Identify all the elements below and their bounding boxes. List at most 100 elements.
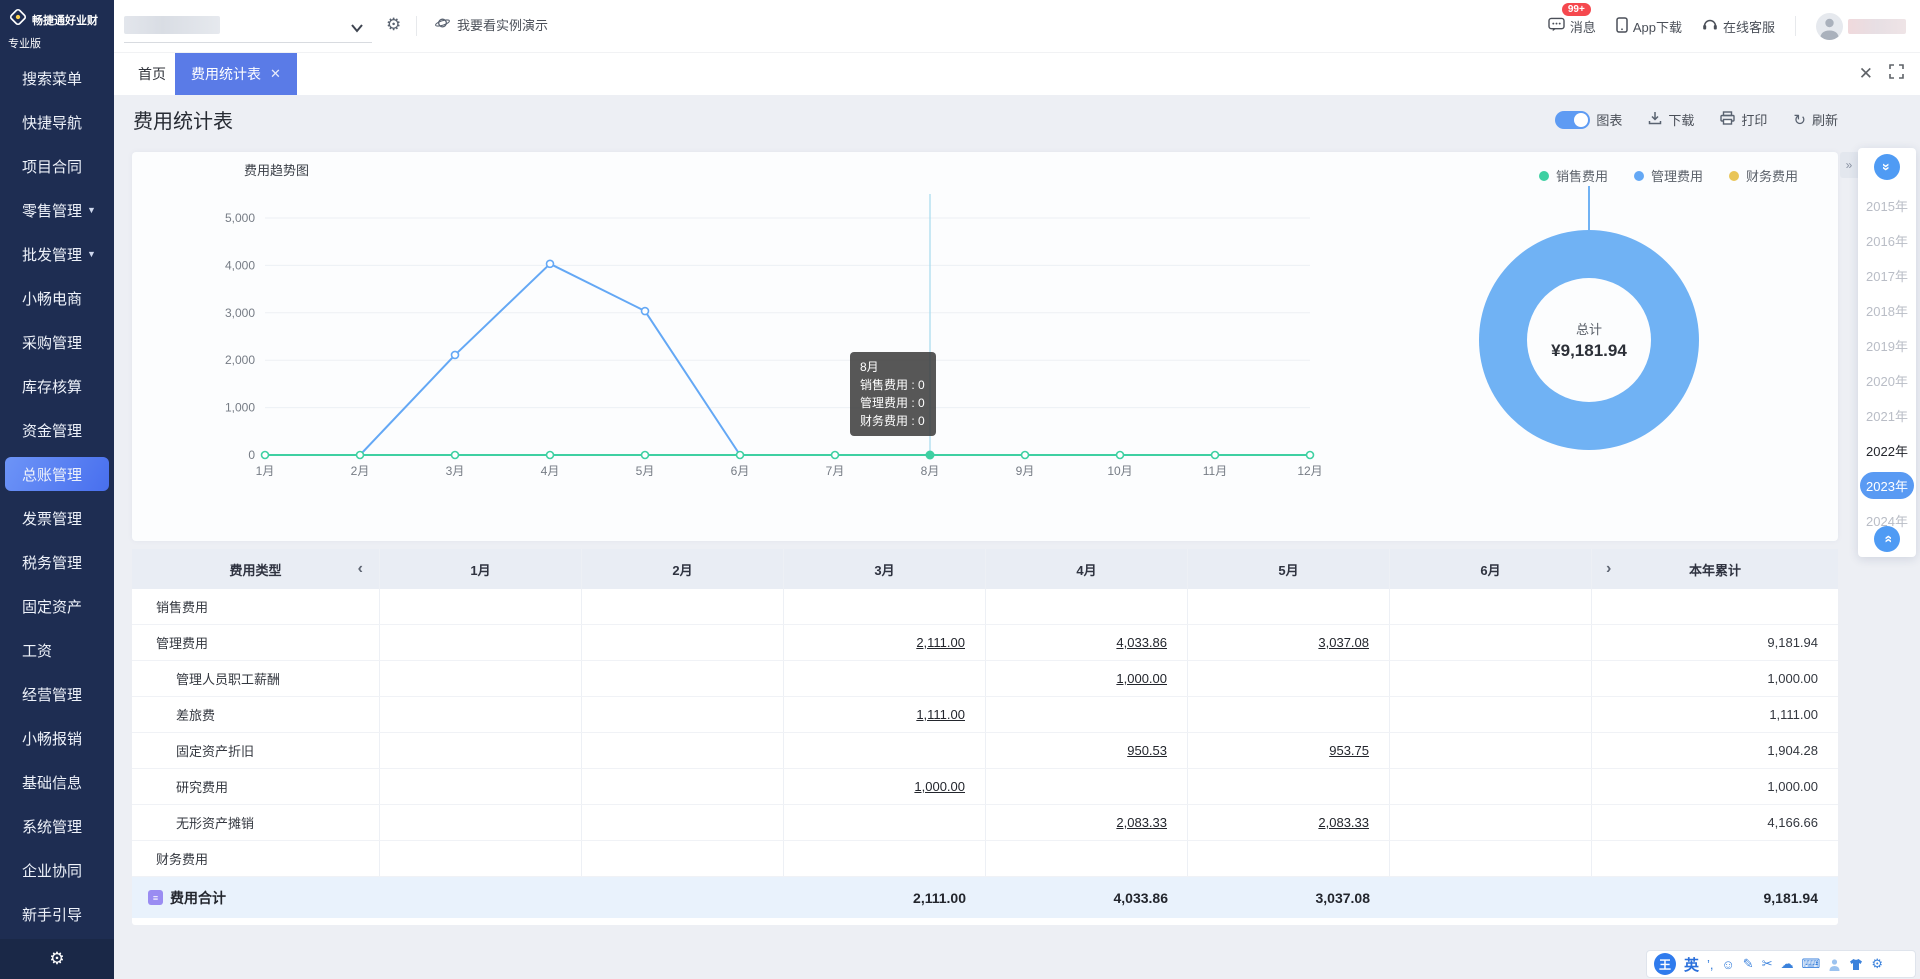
amount-cell bbox=[1188, 697, 1390, 732]
legend-item-1[interactable]: 销售费用 bbox=[1538, 166, 1608, 185]
year-item-2017[interactable]: 2017年 bbox=[1866, 269, 1908, 284]
sidebar-item-18[interactable]: 系统管理 bbox=[0, 804, 114, 848]
sidebar-item-11[interactable]: 发票管理 bbox=[0, 496, 114, 540]
ime-punctuation-icon[interactable]: ’, bbox=[1707, 956, 1714, 972]
app-download-button[interactable]: App下载 bbox=[1616, 16, 1682, 36]
settings-gear-icon[interactable]: ⚙ bbox=[386, 15, 402, 34]
tab-expense-report[interactable]: 费用统计表 ✕ bbox=[175, 52, 297, 95]
company-chevron-down-icon[interactable] bbox=[350, 20, 364, 38]
amount-link[interactable]: 3,037.08 bbox=[1318, 635, 1369, 650]
amount-link[interactable]: 2,111.00 bbox=[916, 635, 965, 650]
sidebar-item-1[interactable]: 搜索菜单 bbox=[0, 56, 114, 100]
ime-cloud-icon[interactable]: ☁ bbox=[1780, 956, 1794, 971]
amount-link[interactable]: 950.53 bbox=[1127, 743, 1167, 758]
online-support-button[interactable]: 在线客服 bbox=[1702, 17, 1775, 36]
ime-person-icon[interactable] bbox=[1828, 958, 1841, 971]
amount-link[interactable]: 1,111.00 bbox=[916, 707, 965, 722]
year-item-2024[interactable]: 2024年 bbox=[1866, 514, 1908, 529]
sidebar-item-label: 搜索菜单 bbox=[22, 70, 83, 88]
sidebar-item-label: 零售管理 bbox=[22, 202, 83, 220]
year-item-2023[interactable]: 2023年 bbox=[1858, 468, 1916, 503]
ime-skin-icon[interactable] bbox=[1849, 958, 1863, 971]
sidebar-item-6[interactable]: 小畅电商 bbox=[0, 276, 114, 320]
ime-emoji-icon[interactable]: ☺ bbox=[1721, 956, 1735, 972]
brand-name: 畅捷通好业财 bbox=[32, 14, 98, 27]
legend-item-3[interactable]: 财务费用 bbox=[1728, 166, 1798, 185]
year-item-2022[interactable]: 2022年 bbox=[1866, 444, 1908, 459]
ime-scissors-icon[interactable]: ✂ bbox=[1761, 956, 1773, 971]
sidebar-item-19[interactable]: 企业协同 bbox=[0, 848, 114, 892]
sidebar-item-20[interactable]: 新手引导 bbox=[0, 892, 114, 936]
sidebar-item-17[interactable]: 基础信息 bbox=[0, 760, 114, 804]
sidebar-item-12[interactable]: 税务管理 bbox=[0, 540, 114, 584]
amount-cell bbox=[1592, 589, 1838, 624]
toggle-switch-on[interactable] bbox=[1555, 110, 1591, 129]
refresh-button[interactable]: ↻ 刷新 bbox=[1793, 110, 1838, 129]
amount-link[interactable]: 4,033.86 bbox=[1116, 635, 1167, 650]
demo-link[interactable]: 我要看实例演示 bbox=[434, 15, 548, 34]
refresh-label: 刷新 bbox=[1811, 113, 1838, 128]
year-panel-collapse-handle[interactable]: » bbox=[1840, 152, 1858, 178]
app-download-label: App下载 bbox=[1632, 19, 1682, 35]
year-scroll-up-button[interactable]: » bbox=[1874, 154, 1900, 180]
sidebar-item-2[interactable]: 快捷导航 bbox=[0, 100, 114, 144]
sidebar-item-9[interactable]: 资金管理 bbox=[0, 408, 114, 452]
year-item-2016[interactable]: 2016年 bbox=[1866, 234, 1908, 249]
year-item-2021[interactable]: 2021年 bbox=[1866, 409, 1908, 424]
chart-toggle[interactable]: 图表 bbox=[1555, 110, 1622, 129]
fullscreen-icon[interactable] bbox=[1889, 63, 1904, 84]
prev-months-chevron[interactable]: ‹ bbox=[357, 560, 363, 577]
year-item-2015[interactable]: 2015年 bbox=[1866, 199, 1908, 214]
legend-label: 财务费用 bbox=[1745, 169, 1798, 184]
ime-keyboard-icon[interactable]: ⌨ bbox=[1801, 956, 1821, 971]
sidebar-item-16[interactable]: 小畅报销 bbox=[0, 716, 114, 760]
year-item-2019[interactable]: 2019年 bbox=[1866, 339, 1908, 354]
amount-link[interactable]: 1,000.00 bbox=[1116, 671, 1167, 686]
ime-language-mode[interactable]: 英 bbox=[1684, 956, 1700, 974]
svg-text:6月: 6月 bbox=[731, 464, 750, 478]
tab-home-label: 首页 bbox=[138, 65, 166, 82]
messages-button[interactable]: 消息 99+ bbox=[1548, 2, 1596, 36]
table-row: 管理人员职工薪酬 1,000.00 1,000.00 bbox=[132, 661, 1838, 697]
amount-link[interactable]: 953.75 bbox=[1329, 743, 1369, 758]
user-account[interactable] bbox=[1816, 12, 1906, 40]
next-months-chevron[interactable]: › bbox=[1606, 560, 1612, 577]
close-icon[interactable]: ✕ bbox=[1858, 63, 1873, 83]
sidebar-item-3[interactable]: 项目合同 bbox=[0, 144, 114, 188]
sidebar-item-13[interactable]: 固定资产 bbox=[0, 584, 114, 628]
sidebar-item-7[interactable]: 采购管理 bbox=[0, 320, 114, 364]
amount-link[interactable]: 2,083.33 bbox=[1318, 815, 1369, 830]
sidebar-item-10[interactable]: 总账管理 bbox=[5, 457, 109, 491]
print-button[interactable]: 打印 bbox=[1720, 110, 1767, 129]
sidebar-item-14[interactable]: 工资 bbox=[0, 628, 114, 672]
amount-cell bbox=[986, 841, 1188, 876]
amount-link[interactable]: 1,000.00 bbox=[914, 779, 965, 794]
svg-text:7月: 7月 bbox=[826, 464, 845, 478]
sidebar-item-15[interactable]: 经营管理 bbox=[0, 672, 114, 716]
tab-close-icon[interactable]: ✕ bbox=[270, 65, 281, 81]
tooltip-line: 销售费用 : 0 bbox=[860, 378, 925, 392]
year-item-2020[interactable]: 2020年 bbox=[1866, 374, 1908, 389]
window-icons: ✕ bbox=[1859, 52, 1904, 95]
refresh-icon: ↻ bbox=[1793, 111, 1806, 129]
sidebar-item-5[interactable]: 批发管理 ▼ bbox=[0, 232, 114, 276]
table-row: 财务费用 bbox=[132, 841, 1838, 877]
sidebar-settings-gear-icon[interactable]: ⚙ bbox=[49, 949, 65, 968]
ime-logo-icon[interactable]: 王 bbox=[1654, 953, 1676, 975]
sidebar-item-4[interactable]: 零售管理 ▼ bbox=[0, 188, 114, 232]
legend-item-2[interactable]: 管理费用 bbox=[1633, 166, 1703, 185]
amount-cell: 1,000.00 bbox=[1767, 671, 1818, 686]
amount-link[interactable]: 2,083.33 bbox=[1116, 815, 1167, 830]
tab-home[interactable]: 首页 bbox=[116, 52, 188, 95]
ime-settings-gear-icon[interactable]: ⚙ bbox=[1871, 956, 1884, 971]
download-button[interactable]: 下载 bbox=[1648, 110, 1694, 129]
sidebar-item-8[interactable]: 库存核算 bbox=[0, 364, 114, 408]
ime-pen-icon[interactable]: ✎ bbox=[1742, 956, 1754, 971]
header-month: 2月 bbox=[582, 549, 784, 589]
year-scroll-down-button[interactable]: » bbox=[1874, 526, 1900, 552]
topbar-divider bbox=[416, 16, 417, 36]
year-item-2018[interactable]: 2018年 bbox=[1866, 304, 1908, 319]
legend-dot bbox=[1633, 170, 1644, 181]
company-name-redacted[interactable] bbox=[124, 16, 220, 34]
svg-text:3月: 3月 bbox=[446, 464, 465, 478]
